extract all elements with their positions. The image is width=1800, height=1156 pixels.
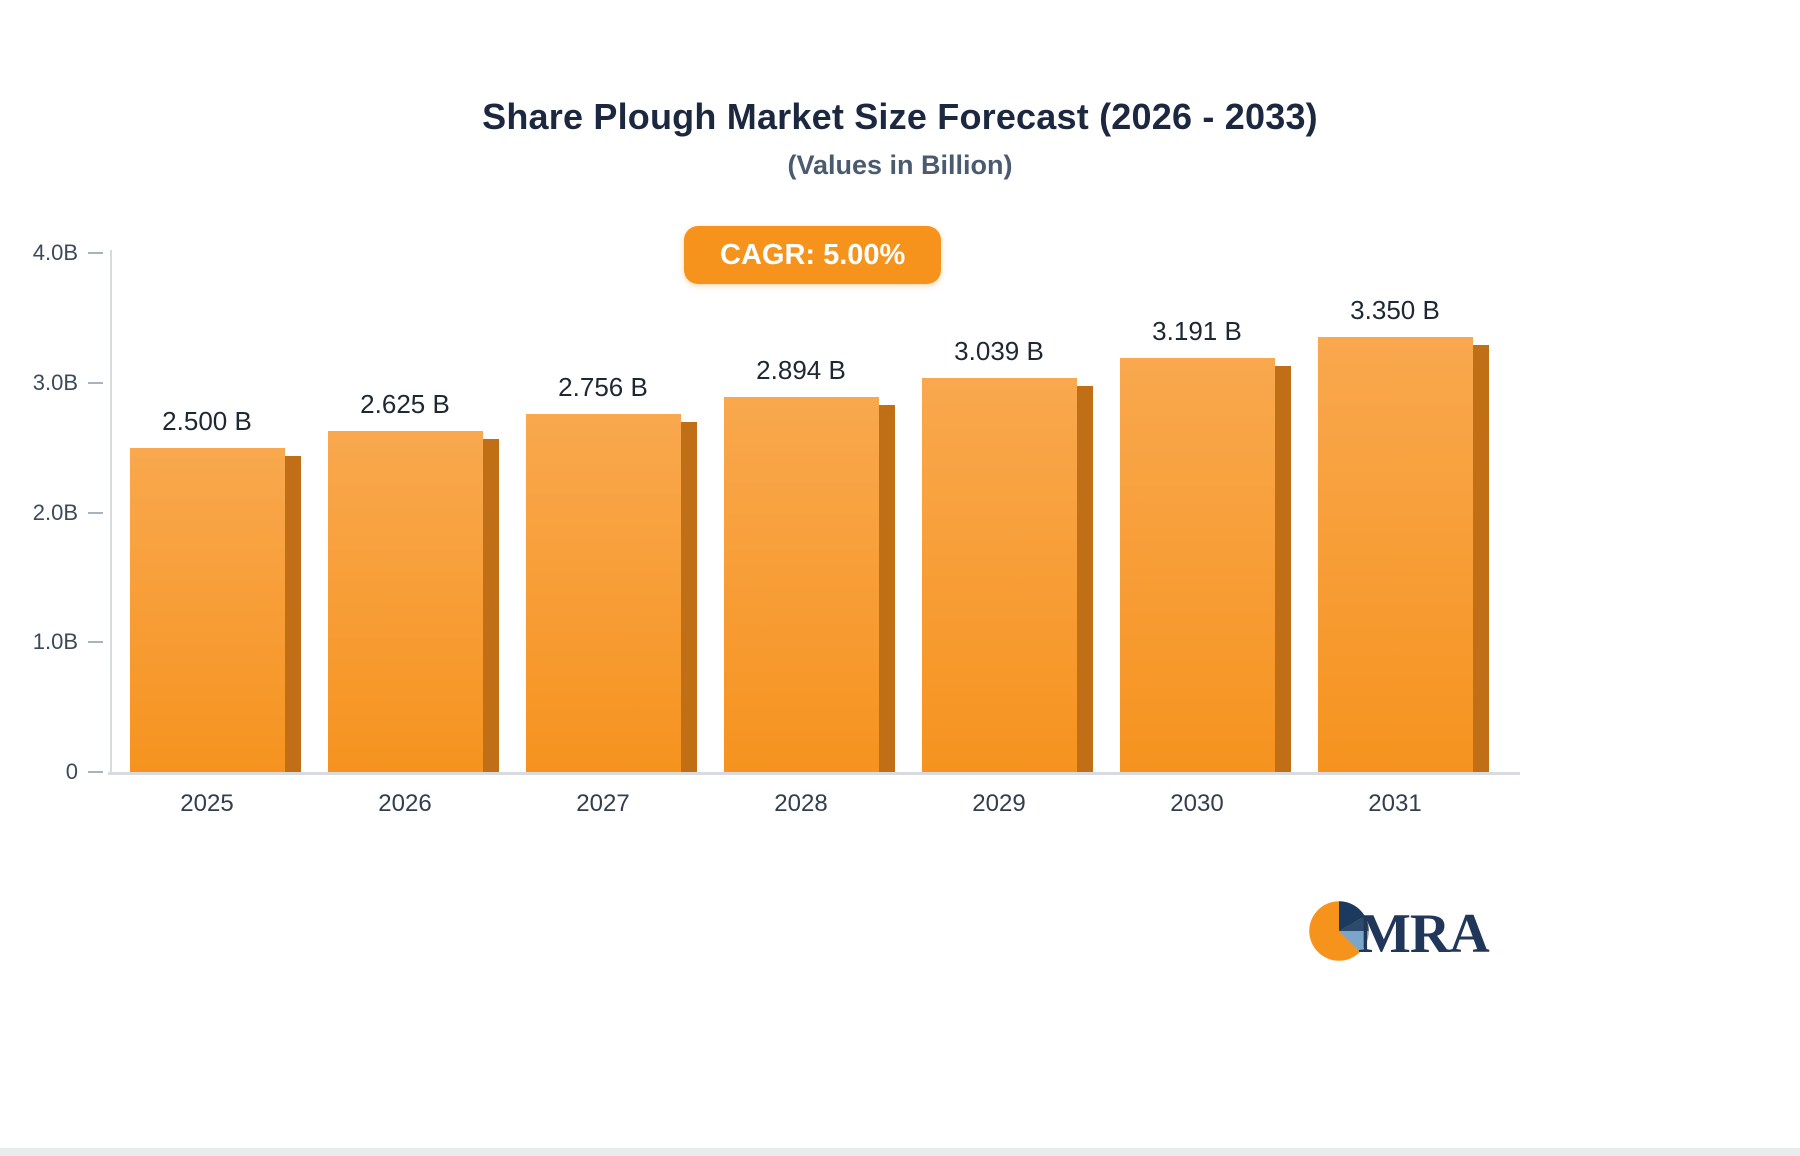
pie-logo-icon: [1308, 900, 1370, 967]
bar-value-label: 3.039 B: [954, 336, 1044, 366]
page-edge: [0, 1148, 1800, 1156]
y-tick-label: 0: [65, 759, 78, 784]
bar: [921, 378, 1093, 772]
bar-value-label: 2.500 B: [162, 406, 252, 436]
bar-face: [525, 414, 681, 772]
bar-face: [129, 448, 285, 772]
bar-value-label: 2.625 B: [360, 389, 450, 419]
brand-logo: MRA: [1308, 900, 1490, 967]
y-tick-label: 2.0B: [32, 499, 78, 525]
bar: [723, 397, 895, 772]
y-tick-label: 1.0B: [32, 629, 78, 655]
y-tick-mark: [88, 511, 103, 514]
x-axis-category-label: 2028: [774, 790, 828, 817]
y-tick-label: 4.0B: [32, 240, 78, 265]
bar-side-shadow: [284, 456, 301, 772]
x-axis-category-label: 2030: [1170, 790, 1224, 817]
bar-side-shadow: [1274, 366, 1291, 772]
bar-face: [327, 431, 483, 772]
bar-value-label: 2.894 B: [756, 355, 846, 385]
y-tick-mark: [88, 771, 103, 773]
x-axis-category-label: 2027: [576, 790, 630, 817]
bar-face: [723, 397, 879, 772]
bar: [129, 448, 301, 772]
x-axis-category-label: 2026: [378, 790, 432, 817]
bar-side-shadow: [680, 422, 697, 772]
y-tick-mark: [88, 381, 103, 384]
x-axis-category-label: 2031: [1368, 790, 1422, 817]
bar-value-label: 3.191 B: [1152, 316, 1242, 346]
bar: [1317, 337, 1489, 772]
x-axis-category-label: 2025: [180, 790, 234, 817]
bar-face: [1119, 358, 1275, 772]
x-axis-category-label: 2029: [972, 790, 1026, 817]
chart-subtitle: (Values in Billion): [787, 150, 1013, 180]
y-tick-label: 3.0B: [32, 369, 78, 395]
bar-face: [1317, 337, 1473, 772]
chart-title: Share Plough Market Size Forecast (2026 …: [482, 96, 1318, 137]
y-axis-line: [110, 250, 112, 774]
y-tick-mark: [88, 641, 103, 644]
bar-side-shadow: [878, 405, 895, 772]
bar: [525, 414, 697, 772]
cagr-badge: CAGR: 5.00%: [684, 226, 942, 284]
bar: [327, 431, 499, 772]
bar-value-label: 3.350 B: [1350, 295, 1440, 325]
brand-logo-text: MRA: [1358, 902, 1490, 965]
bar-face: [921, 378, 1077, 772]
y-tick-mark: [88, 252, 103, 254]
bar-side-shadow: [482, 439, 499, 772]
bar-side-shadow: [1076, 386, 1093, 772]
bar: [1119, 358, 1291, 772]
bar-side-shadow: [1472, 345, 1489, 772]
x-axis-line: [108, 772, 1520, 775]
bar-value-label: 2.756 B: [558, 372, 648, 402]
